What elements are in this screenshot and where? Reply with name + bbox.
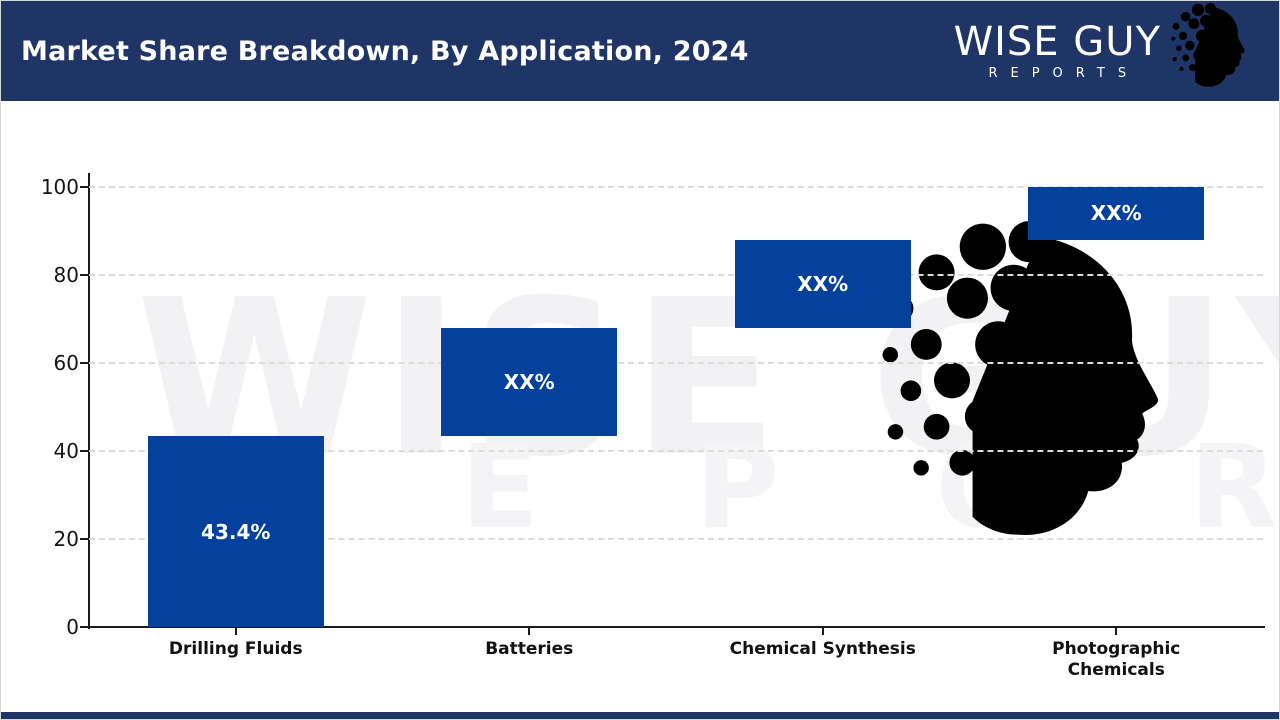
bar-3: XX% xyxy=(734,239,911,328)
gridline xyxy=(89,274,1263,276)
gridline xyxy=(89,362,1263,364)
y-tick-label: 0 xyxy=(66,615,79,639)
y-tick-label: 40 xyxy=(53,439,79,463)
gridline xyxy=(89,538,1263,540)
x-tick-mark xyxy=(1115,628,1118,635)
gridline xyxy=(89,450,1263,452)
y-tick-mark xyxy=(80,538,88,540)
y-tick-mark xyxy=(80,362,88,364)
x-category-label: Drilling Fluids xyxy=(168,639,303,659)
bar-2: XX% xyxy=(441,327,618,437)
brand-name: WISE GUY xyxy=(953,19,1161,65)
bar-value-label: XX% xyxy=(797,271,849,296)
gridline xyxy=(89,186,1263,188)
header-bar: Market Share Breakdown, By Application, … xyxy=(1,1,1279,101)
y-tick-label: 20 xyxy=(53,527,79,551)
brand-head-icon xyxy=(1165,3,1253,99)
y-tick-mark xyxy=(80,626,88,628)
y-tick-label: 60 xyxy=(53,351,79,375)
x-tick-mark xyxy=(528,628,531,635)
x-tick-mark xyxy=(821,628,824,635)
y-axis-line xyxy=(88,173,90,629)
x-category-label: Photographic Chemicals xyxy=(1052,639,1181,680)
brand-logo: WISE GUY REPORTS xyxy=(954,3,1253,99)
bar-4: XX% xyxy=(1028,187,1205,240)
y-tick-mark xyxy=(80,274,88,276)
x-category-label: Chemical Synthesis xyxy=(729,639,916,659)
bar-1: 43.4% xyxy=(147,436,324,627)
y-tick-mark xyxy=(80,450,88,452)
bar-value-label: XX% xyxy=(503,369,555,394)
brand-subtitle: REPORTS xyxy=(988,66,1140,81)
y-tick-mark xyxy=(80,186,88,188)
x-tick-mark xyxy=(234,628,237,635)
brand-logo-text: WISE GUY REPORTS xyxy=(954,22,1161,80)
footer-bar xyxy=(1,712,1279,719)
y-tick-label: 100 xyxy=(40,175,79,199)
bar-value-label: 43.4% xyxy=(201,519,271,544)
page-title: Market Share Breakdown, By Application, … xyxy=(21,35,749,67)
y-tick-label: 80 xyxy=(53,263,79,287)
bar-value-label: XX% xyxy=(1090,201,1142,226)
x-category-label: Batteries xyxy=(485,639,574,659)
x-axis-line xyxy=(87,626,1265,628)
